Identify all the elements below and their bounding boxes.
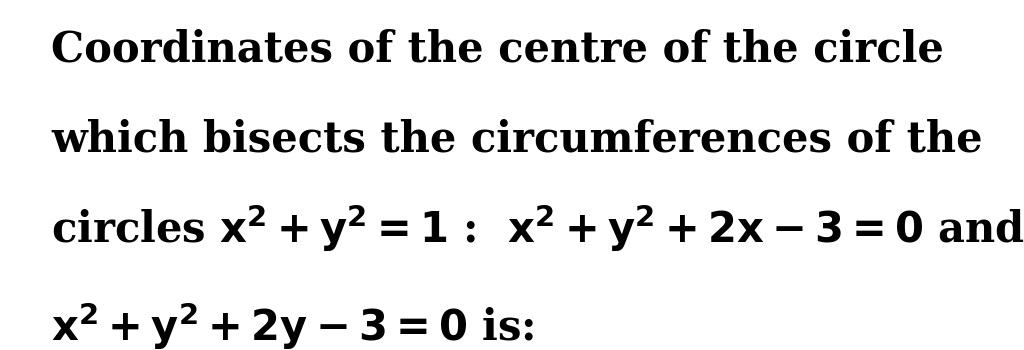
Text: which bisects the circumferences of the: which bisects the circumferences of the <box>51 119 983 161</box>
Text: $\mathbf{x^2 + y^2 + 2y - 3 = 0}$ is:: $\mathbf{x^2 + y^2 + 2y - 3 = 0}$ is: <box>51 301 535 350</box>
Text: Coordinates of the centre of the circle: Coordinates of the centre of the circle <box>51 28 944 70</box>
Text: circles $\mathbf{x^2 + y^2 = 1}$ :  $\mathbf{x^2 + y^2 + 2x - 3 = 0}$ and: circles $\mathbf{x^2 + y^2 = 1}$ : $\mat… <box>51 203 1024 254</box>
